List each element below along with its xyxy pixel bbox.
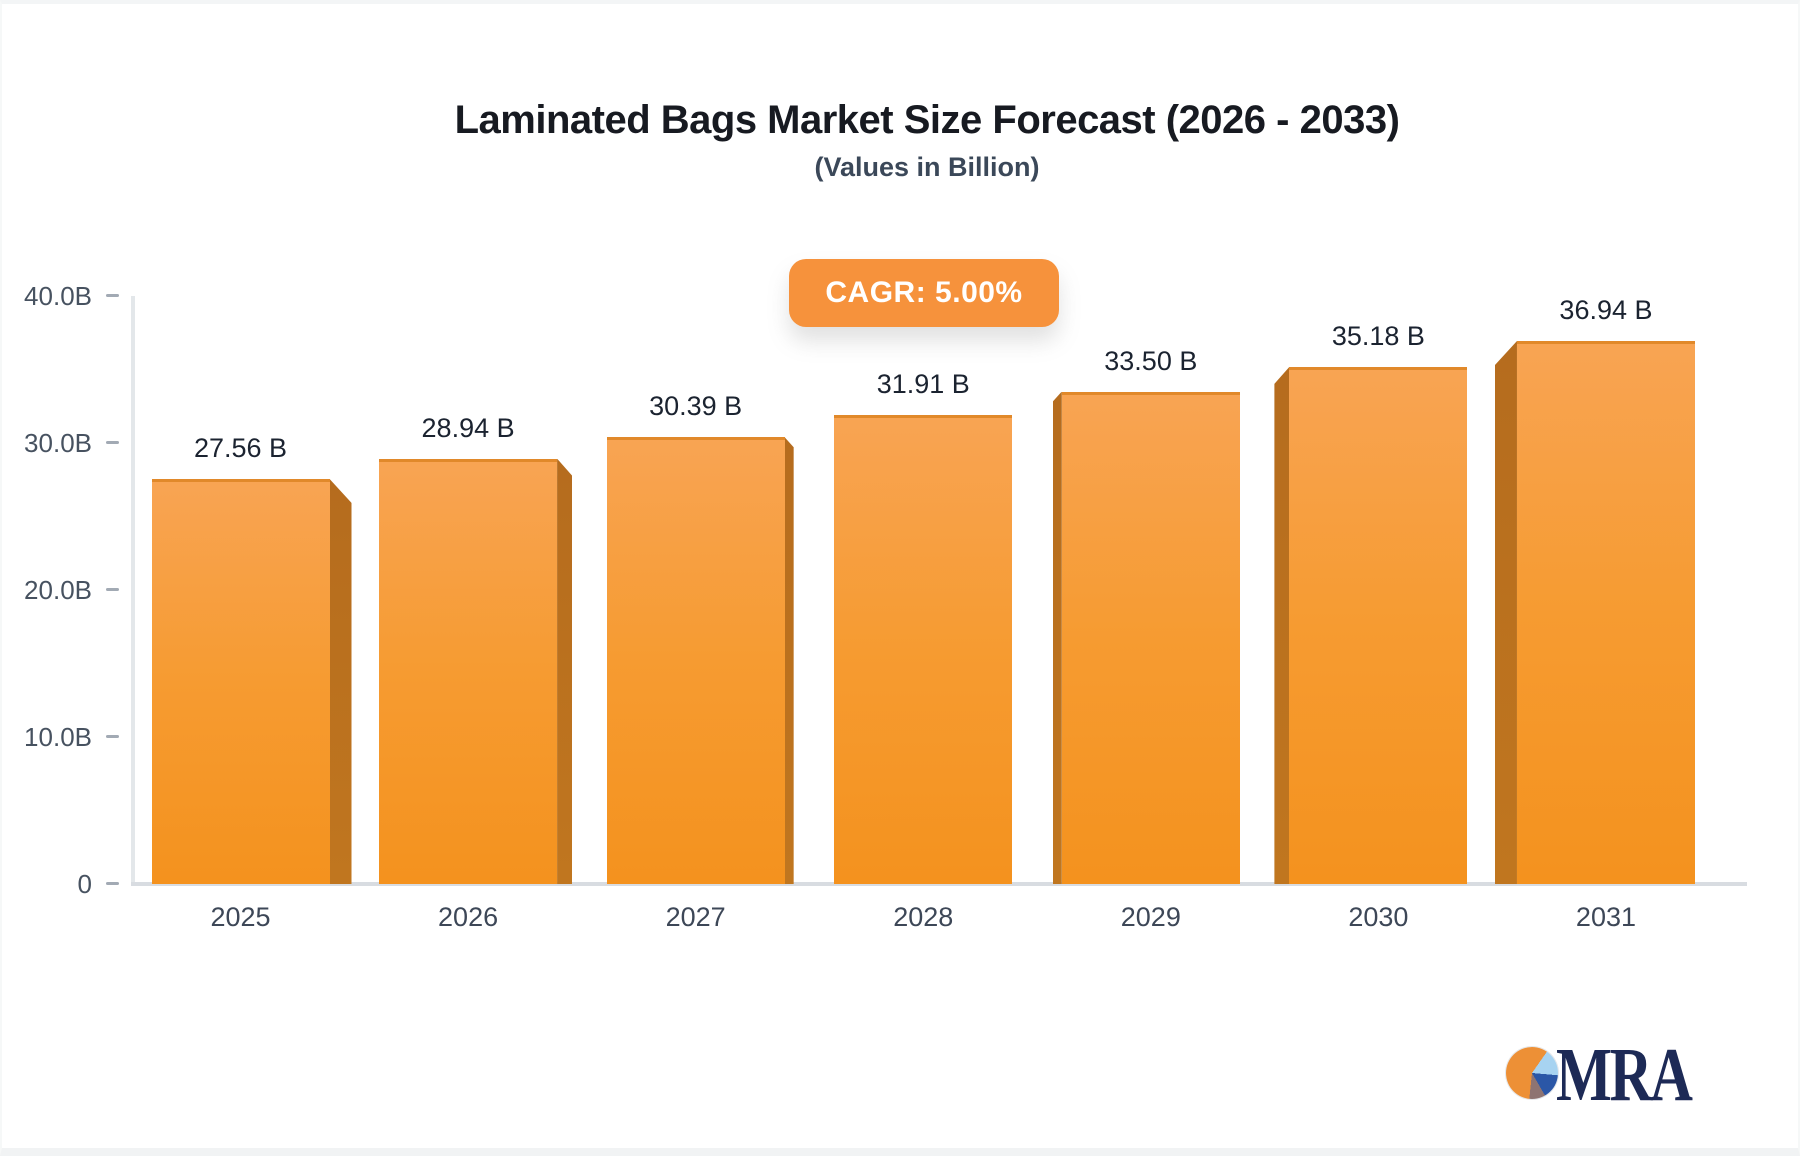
y-axis-line	[131, 296, 135, 886]
bar-side-face	[1274, 366, 1290, 884]
y-axis-tick-label: 40.0B	[24, 281, 92, 311]
y-axis-tick-label: 10.0B	[24, 722, 92, 752]
bar-value-label: 35.18 B	[1331, 320, 1425, 351]
bar	[606, 437, 785, 884]
y-axis-tick-mark	[106, 588, 119, 591]
bar	[834, 414, 1013, 884]
x-axis-label: 2026	[438, 902, 499, 932]
bar-value-label: 30.39 B	[649, 391, 743, 422]
bar-side-face	[557, 458, 573, 884]
pie-chart-icon	[1506, 1047, 1558, 1099]
x-axis-label: 2031	[1575, 902, 1636, 932]
cagr-badge: CAGR: 5.00%	[789, 259, 1059, 327]
bar-side-face	[1052, 391, 1062, 884]
bar	[1289, 366, 1468, 884]
bar	[379, 458, 558, 884]
y-axis-tick-mark	[106, 294, 119, 297]
x-axis-baseline	[131, 882, 1747, 886]
y-axis-tick-label: 30.0B	[24, 428, 92, 458]
bar	[1516, 340, 1695, 884]
x-axis-label: 2028	[893, 902, 954, 932]
bar-value-label: 31.91 B	[876, 368, 970, 399]
x-axis-label: 2030	[1348, 902, 1409, 932]
bar-value-label: 28.94 B	[421, 412, 515, 443]
chart-title: Laminated Bags Market Size Forecast (202…	[454, 98, 1400, 142]
y-axis-tick-label: 0	[77, 869, 92, 899]
x-axis-label: 2029	[1120, 902, 1181, 932]
x-axis-label: 2027	[665, 902, 726, 932]
x-axis-label: 2025	[210, 902, 271, 932]
brand-logo: MRA	[1506, 1033, 1729, 1117]
y-axis-tick-mark	[106, 441, 119, 444]
bar-value-label: 36.94 B	[1559, 294, 1653, 325]
y-axis-tick-mark	[106, 882, 119, 885]
bar-side-face	[1494, 340, 1517, 884]
bar-value-label: 33.50 B	[1104, 345, 1198, 376]
bar	[151, 478, 330, 884]
bar-side-face	[784, 437, 794, 884]
bar	[1061, 391, 1240, 884]
cagr-badge-label: CAGR: 5.00%	[825, 276, 1023, 309]
y-axis-tick-mark	[106, 735, 119, 738]
bar-value-label: 27.56 B	[193, 432, 288, 463]
chart-subtitle: (Values in Billion)	[814, 152, 1040, 182]
y-axis-tick-label: 20.0B	[24, 575, 92, 605]
brand-logo-text: MRA	[1556, 1033, 1693, 1117]
bar-side-face	[329, 478, 352, 884]
